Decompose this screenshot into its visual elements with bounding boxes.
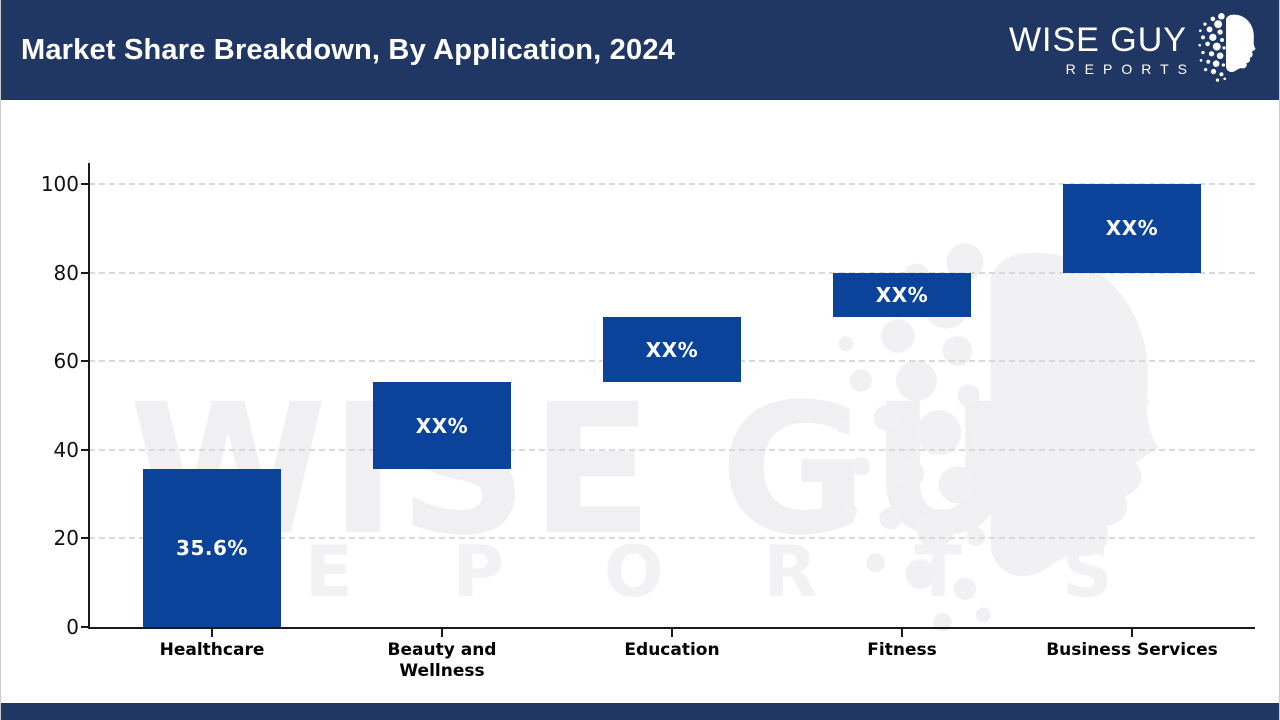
y-tick-label-80: 80: [53, 260, 79, 285]
watermark-reports: REPORTS: [151, 531, 1213, 613]
y-tick-label-60: 60: [53, 349, 79, 374]
y-tick-label-20: 20: [53, 526, 79, 551]
x-axis-line: [88, 627, 1255, 629]
head-profile-logo-icon: [1195, 11, 1261, 90]
y-tick-100: [81, 183, 89, 185]
x-category-label-beauty-and-wellness: Beauty and Wellness: [387, 640, 497, 681]
y-tick-40: [81, 448, 89, 451]
x-tick-fitness: [901, 629, 903, 637]
bar-fitness: XX%: [833, 272, 971, 317]
y-tick-label-0: 0: [66, 615, 79, 639]
y-tick-60: [81, 360, 89, 363]
logo-wise-guy-label: WISE GUY: [1008, 21, 1187, 59]
bar-value-label-fitness: XX%: [875, 282, 929, 307]
x-tick-education: [671, 629, 673, 637]
x-tick-beauty-and-wellness: [441, 629, 443, 637]
x-category-label-business-services: Business Services: [1046, 640, 1218, 660]
gridline-40: [89, 448, 1255, 451]
bar-value-label-healthcare: 35.6%: [176, 536, 248, 561]
wise-guy-reports-logo: WISE GUY REPORTS: [1009, 11, 1261, 90]
bar-value-label-education: XX%: [645, 337, 699, 362]
y-tick-label-40: 40: [53, 437, 79, 462]
bar-value-label-business-services: XX%: [1105, 216, 1159, 241]
x-tick-business-services: [1131, 629, 1133, 637]
gridline-100: [89, 183, 1255, 185]
y-tick-label-100: 100: [40, 172, 79, 196]
y-tick-80: [81, 271, 89, 274]
page-title: Market Share Breakdown, By Application, …: [21, 33, 675, 66]
bar-education: XX%: [603, 316, 741, 383]
y-tick-0: [81, 626, 89, 628]
x-category-label-fitness: Fitness: [867, 640, 937, 660]
y-axis-line: [88, 163, 90, 629]
bar-healthcare: 35.6%: [143, 469, 281, 627]
logo-text: WISE GUY REPORTS: [1009, 23, 1187, 77]
gridline-80: [89, 271, 1255, 274]
bar-value-label-beauty-and-wellness: XX%: [415, 413, 469, 438]
logo-reports-label: REPORTS: [1065, 61, 1196, 77]
bar-beauty-and-wellness: XX%: [373, 382, 511, 470]
x-tick-healthcare: [211, 629, 213, 637]
x-category-label-healthcare: Healthcare: [159, 640, 265, 660]
footer-bar: [1, 703, 1279, 720]
gridline-20: [89, 537, 1255, 540]
x-category-label-education: Education: [624, 640, 720, 660]
bar-business-services: XX%: [1063, 184, 1201, 273]
y-tick-20: [81, 537, 89, 540]
header-bar: Market Share Breakdown, By Application, …: [1, 0, 1279, 100]
chart-canvas: WISE GUY REPORTS 0 20 40 60 80 100 35.6% XX% XX%…: [1, 100, 1279, 703]
